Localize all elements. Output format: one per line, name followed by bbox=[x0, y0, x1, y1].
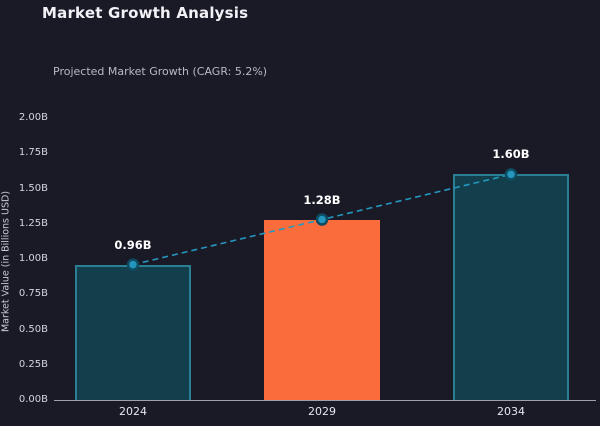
bar-2024[interactable] bbox=[75, 264, 191, 400]
y-tick-label: 1.75B bbox=[18, 147, 48, 159]
y-tick-label: 1.25B bbox=[18, 217, 48, 229]
x-tick-label: 2034 bbox=[497, 405, 525, 418]
bar-value-label: 0.96B bbox=[114, 237, 152, 252]
y-tick-label: 0.25B bbox=[18, 358, 48, 370]
y-tick-label: 1.00B bbox=[18, 253, 48, 264]
y-tick-label: 0.50B bbox=[18, 323, 48, 335]
bar-value-label: 1.28B bbox=[303, 192, 341, 207]
bar-2029[interactable] bbox=[264, 219, 380, 400]
x-tick-label: 2029 bbox=[308, 405, 336, 418]
bar-2034[interactable] bbox=[453, 174, 569, 400]
y-tick-label: 1.50B bbox=[18, 182, 48, 194]
y-tick-label: 0.00B bbox=[18, 394, 48, 405]
chart-subtitle: Projected Market Growth (CAGR: 5.2%) bbox=[53, 65, 268, 78]
x-axis-line bbox=[54, 400, 596, 401]
bar-value-label: 1.60B bbox=[492, 147, 530, 162]
y-tick-label: 2.00B bbox=[18, 112, 48, 123]
x-tick-label: 2024 bbox=[119, 405, 147, 418]
y-tick-label: 0.75B bbox=[18, 288, 48, 300]
chart-title: Market Growth Analysis bbox=[42, 4, 249, 22]
